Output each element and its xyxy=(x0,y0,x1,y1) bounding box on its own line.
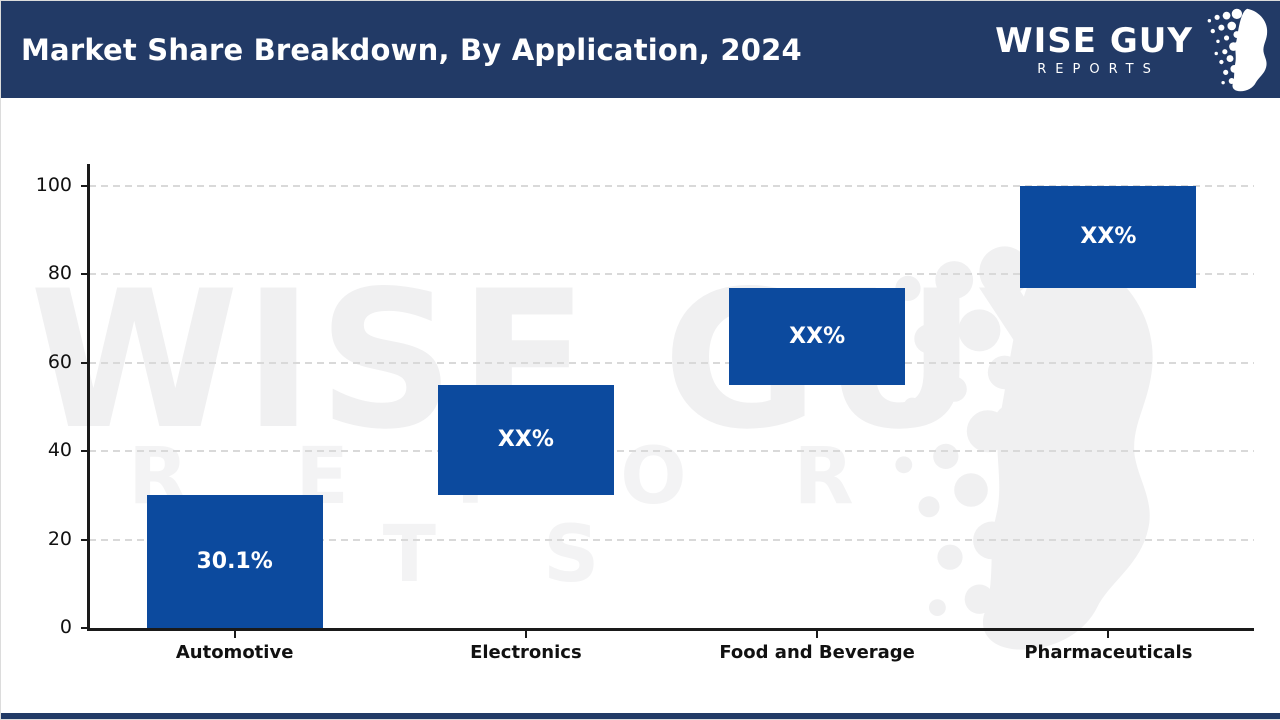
x-tickmark xyxy=(233,630,236,638)
bar-automotive: 30.1% xyxy=(146,494,323,628)
y-tick-label: 80 xyxy=(47,262,72,285)
y-tickmark xyxy=(81,273,88,276)
y-tick-label: 100 xyxy=(35,174,72,197)
x-category-label: Food and Beverage xyxy=(719,642,915,663)
chart-area: WISE GUY R E P O R T S 02040608010030.1%… xyxy=(1,98,1280,715)
y-tickmark xyxy=(81,185,88,188)
wiseguy-logo-text: WISE GUY REPORTS xyxy=(995,24,1193,76)
y-axis-line xyxy=(87,164,90,630)
x-category-label: Electronics xyxy=(470,642,582,663)
logo-brand-line1: WISE GUY xyxy=(995,20,1193,61)
x-axis-line xyxy=(87,628,1254,631)
y-gridline xyxy=(89,538,1254,541)
y-gridline xyxy=(89,273,1254,276)
y-tick-label: 20 xyxy=(47,527,72,550)
bar-value-label: XX% xyxy=(1080,224,1137,250)
bar-food-and-beverage: XX% xyxy=(729,287,906,385)
header-bar: Market Share Breakdown, By Application, … xyxy=(1,1,1280,98)
y-tickmark xyxy=(81,361,88,364)
y-tickmark xyxy=(81,627,88,629)
y-gridline xyxy=(89,185,1254,188)
y-tick-label: 0 xyxy=(59,616,72,638)
wiseguy-logo: WISE GUY REPORTS xyxy=(995,6,1280,94)
footer-bar xyxy=(1,713,1280,719)
y-tickmark xyxy=(81,538,88,541)
x-tickmark xyxy=(816,630,819,638)
plot: 0 20 40 60 80 100 30.1% XX% XX% XX% Automotive Elec… xyxy=(1,98,1280,715)
x-category-label: Pharmaceuticals xyxy=(1024,642,1193,663)
y-gridline xyxy=(89,361,1254,364)
logo-brand-line2: REPORTS xyxy=(1037,61,1160,77)
bar-electronics: XX% xyxy=(437,384,614,495)
y-gridline xyxy=(89,450,1254,453)
x-tickmark xyxy=(1107,630,1110,638)
y-tickmark xyxy=(81,450,88,453)
y-tick-label: 60 xyxy=(47,350,72,373)
bar-value-label: 30.1% xyxy=(196,548,273,574)
bar-value-label: XX% xyxy=(789,323,846,349)
y-tick-label: 40 xyxy=(47,439,72,462)
x-tickmark xyxy=(524,630,527,638)
bar-pharmaceuticals: XX% xyxy=(1020,186,1197,288)
bar-value-label: XX% xyxy=(497,427,554,453)
x-category-label: Automotive xyxy=(175,642,294,663)
page-title: Market Share Breakdown, By Application, … xyxy=(21,32,802,67)
wiseguy-head-icon xyxy=(1187,6,1273,94)
